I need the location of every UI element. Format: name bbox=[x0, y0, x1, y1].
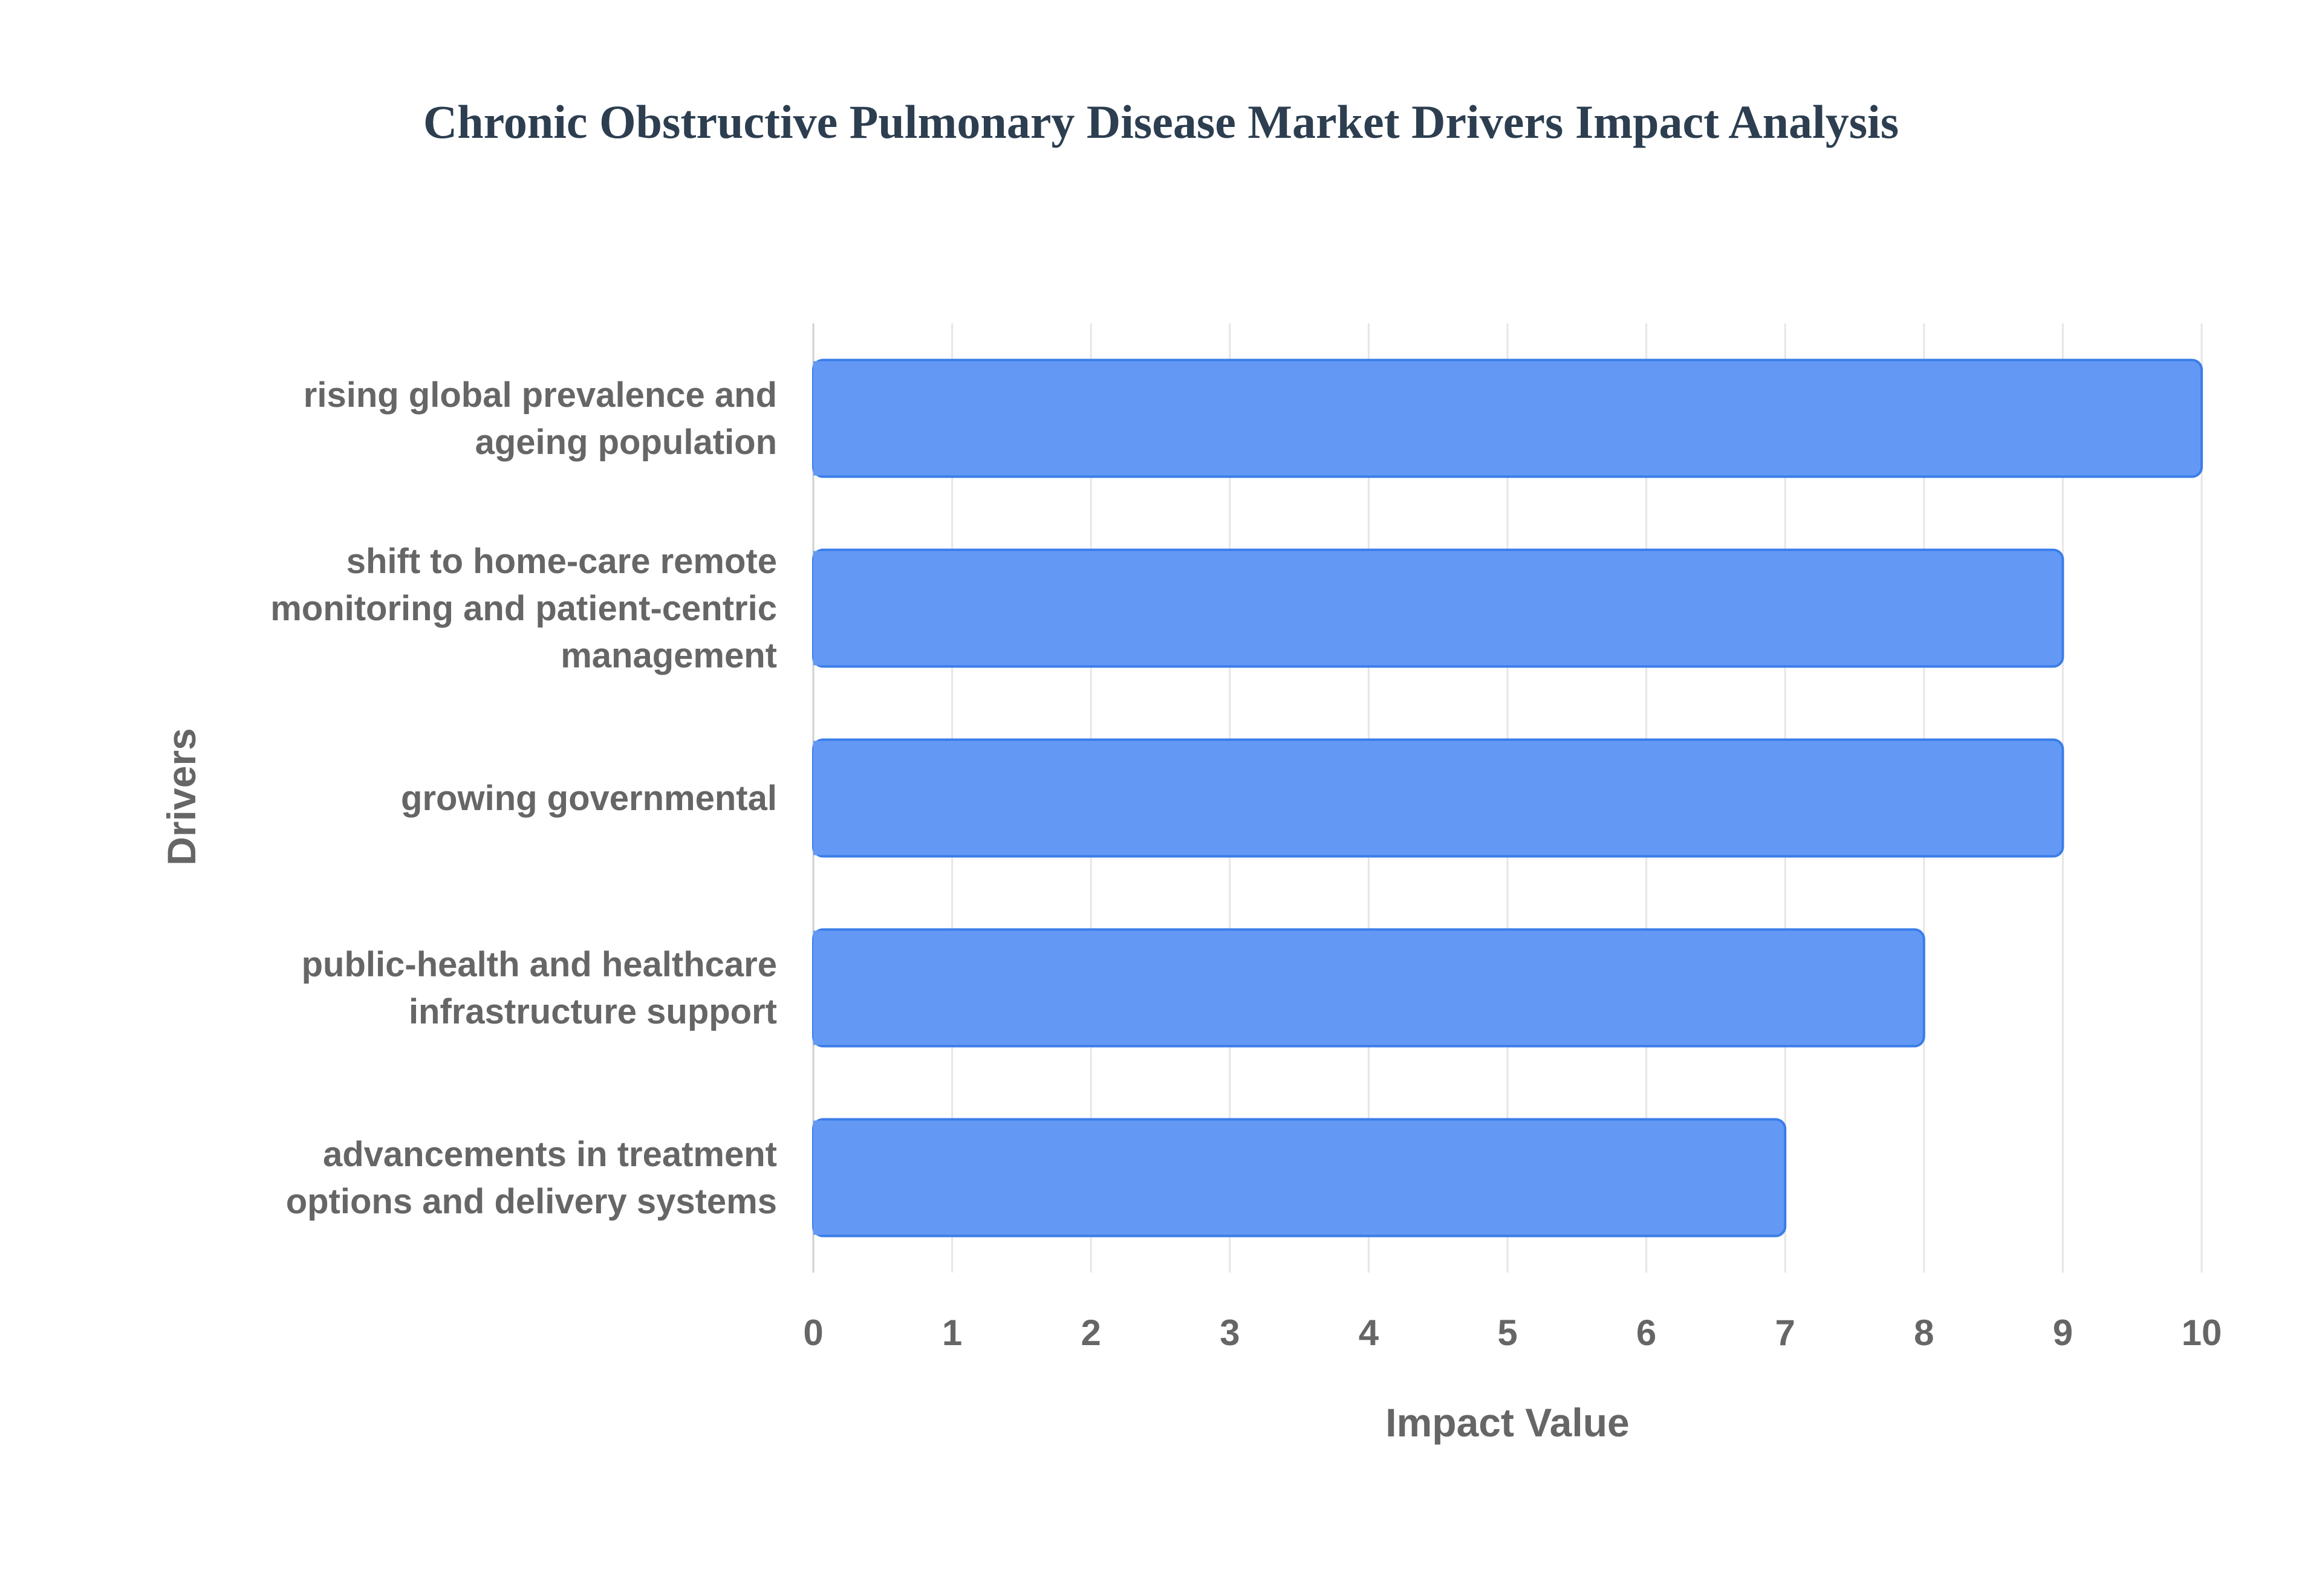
x-tick-label: 2 bbox=[1081, 1312, 1101, 1353]
chart-title: Chronic Obstructive Pulmonary Disease Ma… bbox=[423, 96, 1899, 148]
y-category-label: public-health and healthcare infrastructu… bbox=[302, 945, 777, 1031]
x-tick-label: 7 bbox=[1775, 1312, 1795, 1353]
x-tick-label: 4 bbox=[1359, 1312, 1379, 1353]
y-category-label-line: shift to home-care remote bbox=[346, 542, 777, 581]
x-tick-label: 10 bbox=[2182, 1312, 2222, 1353]
x-tick-label: 8 bbox=[1914, 1312, 1934, 1353]
y-category-label-line: public-health and healthcare bbox=[302, 945, 777, 984]
bar-left-edge bbox=[813, 361, 828, 476]
bar bbox=[812, 928, 1925, 1048]
y-category-label-line: infrastructure support bbox=[409, 992, 777, 1031]
bars bbox=[812, 358, 2203, 1238]
x-tick-label: 1 bbox=[942, 1312, 962, 1353]
y-category-label: growing governmental bbox=[401, 779, 777, 818]
y-category-label-line: rising global prevalence and bbox=[304, 375, 777, 415]
y-category-label-line: growing governmental bbox=[401, 779, 777, 818]
bar-left-edge bbox=[813, 741, 828, 855]
y-category-label: shift to home-care remote monitoring and … bbox=[270, 542, 777, 675]
y-category-label-line: ageing population bbox=[475, 423, 777, 462]
x-tick-label: 9 bbox=[2053, 1312, 2073, 1353]
x-tick-label: 0 bbox=[803, 1312, 823, 1353]
y-category-label: advancements in treatment options and del… bbox=[286, 1135, 777, 1221]
y-category-label-line: options and delivery systems bbox=[286, 1182, 777, 1221]
bar bbox=[812, 358, 2203, 478]
x-axis-title: Impact Value bbox=[1385, 1400, 1630, 1445]
y-axis-title: Drivers bbox=[159, 728, 204, 866]
bar-left-edge bbox=[813, 1120, 828, 1235]
x-tick-label: 5 bbox=[1497, 1312, 1517, 1353]
y-category-label-line: monitoring and patient-centric bbox=[270, 589, 777, 628]
bar-left-edge bbox=[813, 930, 828, 1045]
x-tick-label: 3 bbox=[1220, 1312, 1240, 1353]
y-category-label: rising global prevalence and ageing popul… bbox=[304, 375, 777, 462]
y-category-label-line: management bbox=[561, 636, 777, 675]
y-axis-category-labels: rising global prevalence and ageing popul… bbox=[270, 375, 777, 1221]
bar bbox=[812, 738, 2064, 858]
x-tick-label: 6 bbox=[1636, 1312, 1656, 1353]
y-category-label-line: advancements in treatment bbox=[323, 1135, 777, 1174]
bar bbox=[812, 548, 2064, 668]
bar bbox=[812, 1118, 1787, 1238]
x-axis-ticks: 0 1 2 3 4 5 6 7 8 9 10 bbox=[803, 1312, 2222, 1353]
bar-left-edge bbox=[813, 551, 828, 666]
